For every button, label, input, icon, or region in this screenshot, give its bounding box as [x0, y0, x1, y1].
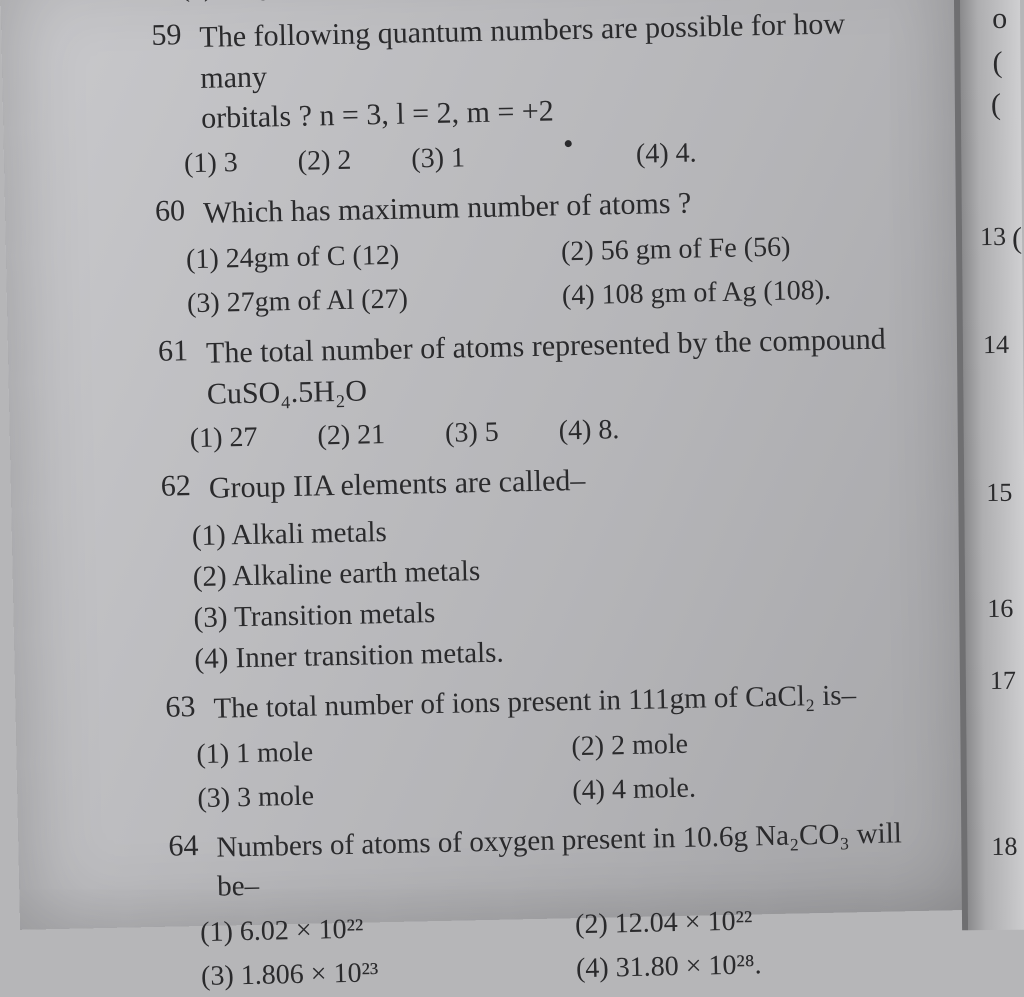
- prev-opt-3: (3) CH₃OH: [180, 0, 309, 4]
- question-64: 64 Numbers of atoms of oxygen present in…: [128, 814, 919, 909]
- q63-opt-4: (4) 4 mole.: [572, 768, 918, 807]
- q59-stem-line2: orbitals ? n = 3, l = 2, m = +2: [201, 94, 554, 134]
- q61-stem: The total number of atoms represented by…: [206, 320, 887, 415]
- question-60: 60 Which has maximum number of atoms ?: [115, 179, 906, 236]
- margin-num-18: 18: [991, 832, 1017, 862]
- q64-stem-line2: be–: [217, 870, 260, 903]
- q60-opt-4: (4) 108 gm of Ag (108).: [562, 273, 908, 312]
- q64-opt-4: (4) 31.80 × 10²⁸.: [576, 946, 922, 985]
- peek-paren-3: (: [1012, 222, 1022, 256]
- margin-num-13: 13: [980, 222, 1006, 252]
- q62-opt-4: (4) Inner transition metals.: [194, 628, 915, 676]
- q61-opt-2: (2) 21: [317, 419, 385, 452]
- q61-opt-1: (1) 27: [190, 422, 258, 455]
- q59-opt-4: (4) 4.: [636, 137, 697, 170]
- margin-num-14: 14: [983, 330, 1009, 360]
- q63-opt-2: (2) 2 mole: [571, 724, 917, 763]
- peek-char-o: o: [992, 2, 1007, 36]
- q61-options-row: (1) 27 (2) 21 (3) 5 (4) 8.: [190, 408, 911, 455]
- q60-stem: Which has maximum number of atoms ?: [203, 183, 692, 234]
- q61-number: 61: [118, 334, 207, 370]
- page-sheet: (3) CH₃OH (4) C₂H₆. 59 The following qua…: [0, 0, 980, 930]
- q62-number: 62: [121, 469, 210, 505]
- margin-num-17: 17: [990, 666, 1016, 696]
- q60-opt-3: (3) 27gm of Al (27): [187, 281, 533, 320]
- question-63: 63 The total number of ions present in 1…: [125, 674, 916, 730]
- q61-opt-3: (3) 5: [445, 417, 499, 450]
- question-62: 62 Group IIA elements are called–: [121, 454, 912, 511]
- q62-opt-3: (3) Transition metals: [193, 587, 914, 635]
- q59-opt-2: (2) 2: [297, 144, 351, 177]
- q63-opt-3: (3) 3 mole: [197, 775, 543, 814]
- q62-opt-2: (2) Alkaline earth metals: [192, 546, 913, 594]
- q63-stem: The total number of ions present in 111g…: [213, 676, 856, 729]
- peek-paren-2: (: [991, 88, 1001, 122]
- q61-opt-4: (4) 8.: [558, 414, 619, 447]
- q59-opt-3: (3) 1: [411, 142, 465, 175]
- question-59: 59 The following quantum numbers are pos…: [111, 3, 903, 141]
- content-area: (3) CH₃OH (4) C₂H₆. 59 The following qua…: [110, 0, 921, 994]
- q62-stem: Group IIA elements are called–: [208, 461, 585, 509]
- q59-number: 59: [111, 18, 200, 54]
- q62-opt-1: (1) Alkali metals: [192, 505, 913, 553]
- q64-stem-line1: Numbers of atoms of oxygen present in 10…: [216, 817, 902, 863]
- q63-options-grid: (1) 1 mole (2) 2 mole (3) 3 mole (4) 4 m…: [196, 724, 917, 815]
- peek-paren-1: (: [992, 46, 1002, 80]
- q60-opt-2: (2) 56 gm of Fe (56): [561, 229, 907, 268]
- margin-num-16: 16: [987, 594, 1013, 624]
- q64-opt-3: (3) 1.806 × 10²³: [201, 954, 547, 993]
- q64-stem: Numbers of atoms of oxygen present in 10…: [216, 814, 903, 907]
- q64-number: 64: [128, 828, 217, 864]
- q60-options-grid: (1) 24gm of C (12) (2) 56 gm of Fe (56) …: [186, 229, 907, 320]
- q63-opt-1: (1) 1 mole: [196, 731, 542, 770]
- q60-opt-1: (1) 24gm of C (12): [186, 237, 532, 276]
- q61-stem-line1: The total number of atoms represented by…: [206, 323, 886, 370]
- q62-options-col: (1) Alkali metals (2) Alkaline earth met…: [192, 505, 915, 676]
- dot-icon: [565, 140, 572, 147]
- prev-options-row: (3) CH₃OH (4) C₂H₆.: [180, 0, 901, 4]
- q64-opt-2: (2) 12.04 × 10²²: [575, 902, 921, 941]
- q63-number: 63: [125, 689, 214, 725]
- margin-num-15: 15: [986, 478, 1012, 508]
- question-61: 61 The total number of atoms represented…: [118, 319, 910, 417]
- q61-stem-line2: CuSO₄.5H₂O: [207, 374, 368, 410]
- q59-stem: The following quantum numbers are possib…: [199, 3, 903, 139]
- next-page-sliver: o ( ( 13 ( 14 15 16 17 18: [954, 0, 1024, 930]
- q59-stem-line1: The following quantum numbers are possib…: [199, 7, 845, 94]
- q59-opt-1: (1) 3: [184, 147, 238, 180]
- q59-options-row: (1) 3 (2) 2 (3) 1 (4) 4.: [184, 133, 905, 180]
- q60-number: 60: [115, 193, 204, 229]
